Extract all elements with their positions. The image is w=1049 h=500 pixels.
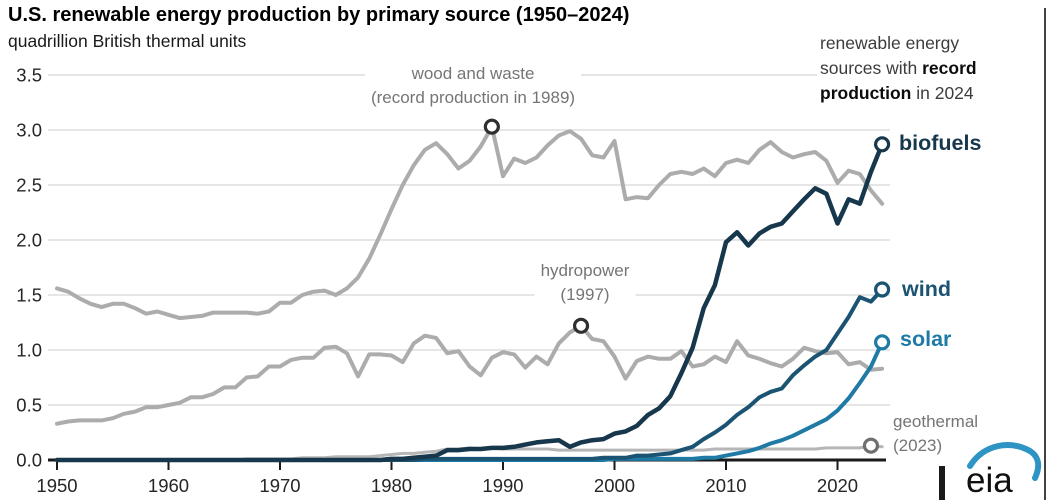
series-line-biofuels [54,142,885,463]
annotation-record-2024-line1: renewable energy [820,33,960,53]
y-tick-label-1: 1.0 [16,340,42,361]
y-tick-label-2: 2.0 [16,230,42,251]
series-label-solar: solar [897,327,955,352]
annotation-geo-line1: geothermal [893,412,979,431]
annotation-hydropower: hydropower (1997) [534,259,636,307]
annotation-geothermal: geothermal (2023) [889,410,983,458]
screen-right-border [1044,8,1046,500]
annotation-wood-line2: (record production in 1989) [370,88,576,107]
annotation-record-2024-line3-bold: production [820,83,912,103]
x-tick-label-2000: 2000 [594,475,635,496]
annotation-wood-and-waste: wood and waste (record production in 198… [364,62,582,110]
record-marker-wood-and-waste [483,118,500,135]
x-tick-label-1980: 1980 [371,475,412,496]
y-tick-label-0.5: 0.5 [16,395,42,416]
annotation-record-2024-line2-regular: sources with [820,58,923,78]
record-marker-solar [873,334,891,351]
page-title: U.S. renewable energy production by prim… [8,4,630,26]
annotation-record-2024-line2-bold: record [922,58,977,78]
record-marker-hydropower [572,317,590,334]
record-marker-geothermal [862,437,880,454]
x-tick-label-2010: 2010 [705,475,746,496]
annotation-hydro-line1: hydropower [540,261,630,280]
y-tick-label-1.5: 1.5 [16,285,42,306]
series-label-wind: wind [899,277,954,302]
annotation-hydro-line2: (1997) [560,285,610,304]
record-marker-biofuels [873,136,891,153]
x-tick-label-1960: 1960 [148,475,189,496]
series-line-wind [55,287,885,462]
y-tick-label-3: 3.0 [16,120,42,141]
eia-logo: eia [962,438,1046,498]
annotation-record-2024-line2: sources with record [820,56,977,81]
series-label-biofuels: biofuels [896,131,985,156]
record-marker-wind [873,281,891,298]
annotation-record-2024: renewable energy sources with record pro… [817,30,983,108]
x-tick-label-2020: 2020 [817,475,858,496]
y-tick-label-2.5: 2.5 [16,175,42,196]
x-tick-label-1950: 1950 [36,475,77,496]
series-line-hydropower [55,323,885,426]
series-line-wood-and-waste [55,124,885,321]
y-tick-label-0: 0.0 [16,450,42,471]
annotation-geo-line2: (2023) [893,436,943,455]
x-tick-label-1970: 1970 [259,475,300,496]
annotation-wood-line1: wood and waste [411,64,535,83]
y-tick-label-3.5: 3.5 [16,65,42,86]
annotation-record-2024-line3: production in 2024 [820,81,977,106]
bottom-edge-artifact [939,466,945,500]
eia-logo-text: eia [966,461,1013,500]
page-subtitle: quadrillion British thermal units [8,31,247,51]
eia-swoosh-icon [967,442,1042,481]
annotation-record-2024-line3-regular: in 2024 [911,83,974,103]
x-tick-label-1990: 1990 [482,475,523,496]
